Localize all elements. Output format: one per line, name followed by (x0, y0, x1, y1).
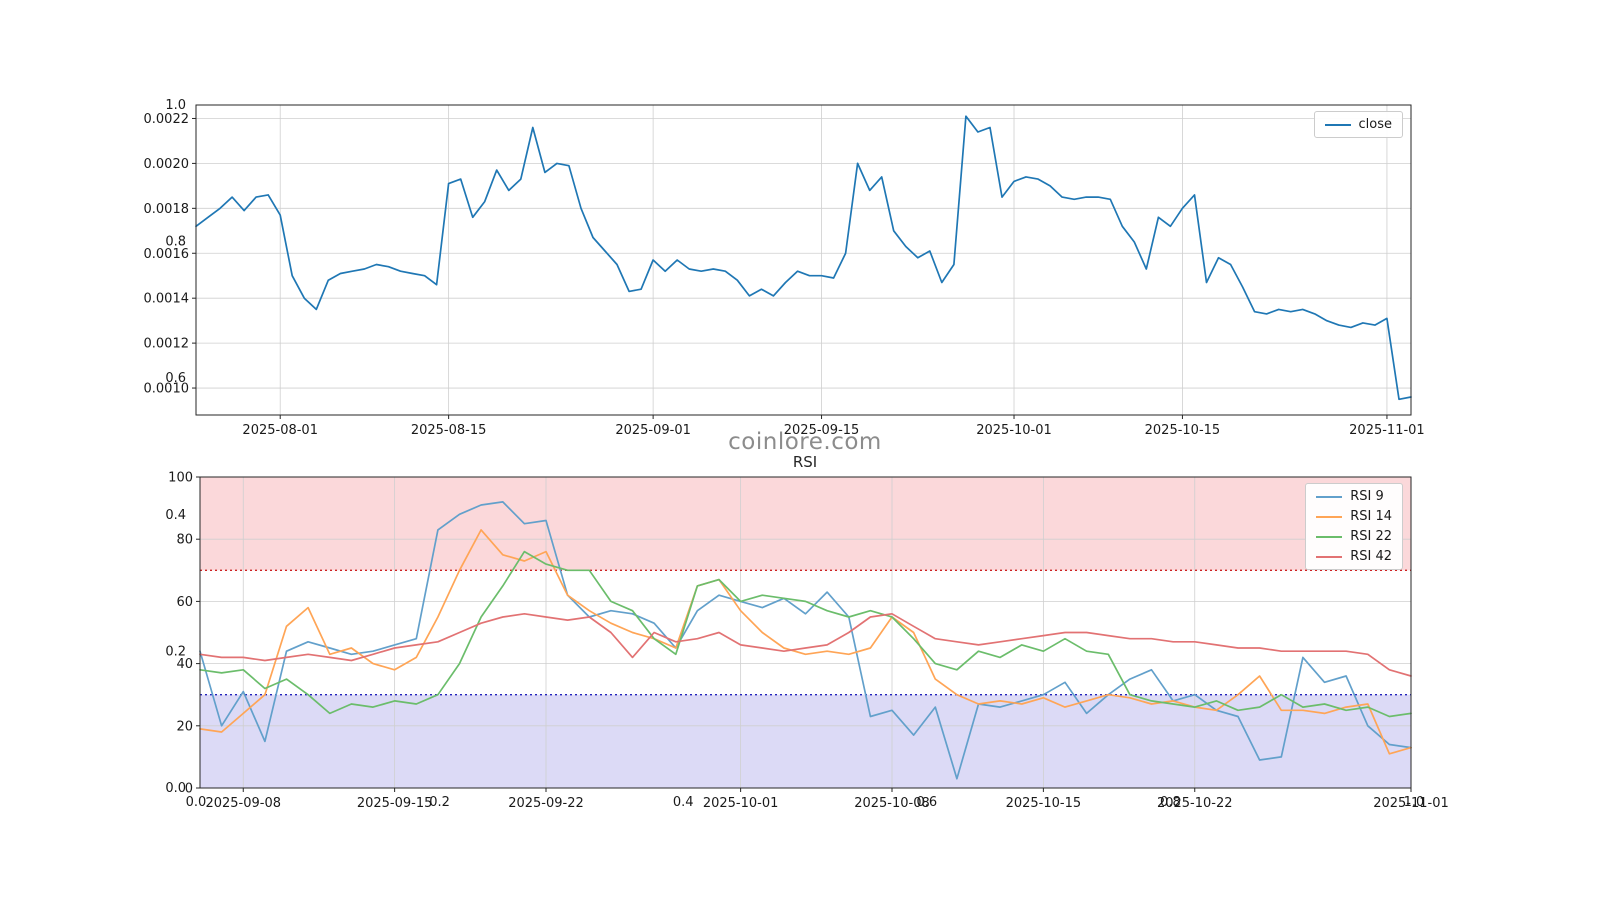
y-tick-label: 0.0012 (144, 337, 190, 352)
oversold-band (200, 694, 1411, 788)
legend-line-sample (1316, 535, 1343, 538)
x-tick-label: 2025-10-15 (1006, 796, 1082, 811)
legend-line-sample (1316, 495, 1343, 498)
series-close (195, 115, 1412, 401)
overbought-band (200, 477, 1411, 571)
legend-item: RSI 9 (1316, 489, 1392, 504)
x-tick-label: 2025-10-01 (703, 796, 779, 811)
legend-item: RSI 22 (1316, 529, 1392, 544)
x-tick-label: 2025-09-15 (357, 796, 433, 811)
x-tick-label: 2025-10-15 (1145, 423, 1221, 438)
y-tick-label: 40 (176, 657, 193, 672)
y-tick-label: 20 (176, 719, 193, 734)
x-tick-label: 2025-08-01 (242, 423, 318, 438)
price-legend: close (1313, 111, 1403, 138)
overlay-x-label: 0.4 (673, 795, 694, 810)
series-rsi-14 (199, 529, 1412, 755)
axes-spines (195, 104, 1412, 416)
x-tick-label: 2025-09-01 (615, 423, 691, 438)
overlay-y-label: 1.0 (165, 98, 186, 113)
y-tick-label: 0 (185, 782, 193, 797)
y-tick-label: 0.0014 (144, 292, 190, 307)
legend-line-sample (1316, 515, 1343, 518)
legend-line-sample (1316, 555, 1343, 558)
y-tick-label: 0.0010 (144, 382, 190, 397)
overlay-x-label: 0.6 (916, 795, 937, 810)
x-tick-label: 2025-09-22 (508, 796, 584, 811)
overlay-y-label: 0.4 (165, 508, 186, 523)
y-tick-label: 80 (176, 533, 193, 548)
y-tick-label: 60 (176, 595, 193, 610)
legend-label: RSI 42 (1350, 549, 1392, 564)
legend-label: RSI 9 (1350, 489, 1384, 504)
y-tick-label: 0.0022 (144, 112, 190, 127)
legend-label: close (1358, 117, 1392, 132)
watermark: coinlore.com (728, 429, 882, 455)
overlay-y-label: 0.8 (165, 235, 186, 250)
legend-item: RSI 42 (1316, 549, 1392, 564)
x-tick-label: 2025-08-15 (411, 423, 487, 438)
x-tick-label: 2025-11-01 (1349, 423, 1425, 438)
legend-item: close (1324, 117, 1392, 132)
overlay-y-label: 0.2 (165, 644, 186, 659)
x-tick-label: 2025-10-22 (1157, 796, 1233, 811)
overlay-x-label: 0.0 (186, 795, 207, 810)
y-tick-label: 100 (168, 471, 193, 486)
x-tick-label: 2025-09-15 (784, 423, 860, 438)
series-rsi-42 (199, 612, 1412, 677)
overlay-x-label: 1.0 (1404, 795, 1425, 810)
overlay-x-label: 0.8 (1160, 795, 1181, 810)
x-tick-label: 2025-11-01 (1373, 796, 1449, 811)
legend-label: RSI 22 (1350, 529, 1392, 544)
x-tick-label: 2025-10-01 (976, 423, 1052, 438)
overlay-y-label: 0.6 (165, 371, 186, 386)
legend-line-sample (1324, 123, 1351, 126)
overlay-x-label: 0.2 (429, 795, 450, 810)
legend-label: RSI 14 (1350, 509, 1392, 524)
y-tick-label: 0.0020 (144, 157, 190, 172)
overlay-y-label: 0.0 (165, 781, 186, 796)
series-rsi-22 (199, 550, 1412, 718)
axes-spines (199, 476, 1412, 789)
x-tick-label: 2025-10-08 (854, 796, 930, 811)
x-tick-label: 2025-09-08 (205, 796, 281, 811)
y-tick-label: 0.0016 (144, 247, 190, 262)
y-tick-label: 0.0018 (144, 202, 190, 217)
series-rsi-9 (199, 501, 1412, 780)
legend-item: RSI 14 (1316, 509, 1392, 524)
rsi-legend: RSI 9 RSI 14 RSI 22 RSI 42 (1305, 483, 1403, 570)
rsi-title: RSI (792, 453, 818, 471)
